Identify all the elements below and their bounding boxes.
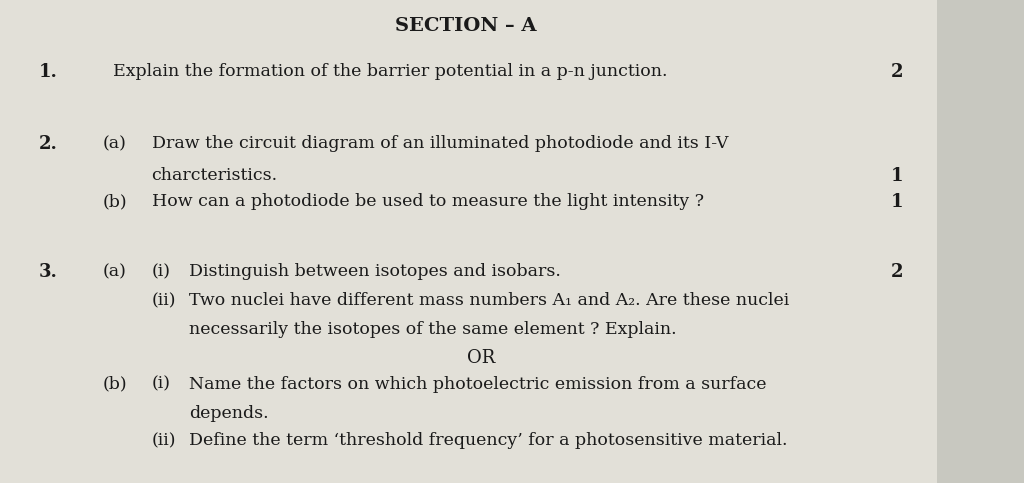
Text: (ii): (ii) xyxy=(152,432,176,449)
Text: (b): (b) xyxy=(102,376,127,393)
Text: Define the term ‘threshold frequency’ for a photosensitive material.: Define the term ‘threshold frequency’ fo… xyxy=(189,432,787,449)
Text: depends.: depends. xyxy=(189,405,269,422)
Text: SECTION – A: SECTION – A xyxy=(395,17,537,35)
Text: 3.: 3. xyxy=(39,263,57,281)
Text: (i): (i) xyxy=(152,376,171,393)
Text: 2: 2 xyxy=(891,263,903,281)
Text: (i): (i) xyxy=(152,263,171,280)
Text: necessarily the isotopes of the same element ? Explain.: necessarily the isotopes of the same ele… xyxy=(189,321,677,338)
Text: 1: 1 xyxy=(891,193,903,211)
Text: (a): (a) xyxy=(102,135,126,152)
Text: Draw the circuit diagram of an illuminated photodiode and its I-V: Draw the circuit diagram of an illuminat… xyxy=(152,135,728,152)
Text: (a): (a) xyxy=(102,263,126,280)
Text: Two nuclei have different mass numbers A₁ and A₂. Are these nuclei: Two nuclei have different mass numbers A… xyxy=(189,292,790,309)
Text: OR: OR xyxy=(467,349,496,367)
Text: 2.: 2. xyxy=(39,135,57,153)
Text: 1.: 1. xyxy=(39,63,57,81)
Text: 2: 2 xyxy=(891,63,903,81)
Text: Explain the formation of the barrier potential in a p-n junction.: Explain the formation of the barrier pot… xyxy=(113,63,668,80)
Text: Distinguish between isotopes and isobars.: Distinguish between isotopes and isobars… xyxy=(189,263,561,280)
FancyBboxPatch shape xyxy=(0,0,937,483)
Text: (b): (b) xyxy=(102,193,127,210)
Text: How can a photodiode be used to measure the light intensity ?: How can a photodiode be used to measure … xyxy=(152,193,703,210)
Text: 1: 1 xyxy=(891,167,903,185)
Text: Name the factors on which photoelectric emission from a surface: Name the factors on which photoelectric … xyxy=(189,376,767,393)
Text: (ii): (ii) xyxy=(152,292,176,309)
Text: charcteristics.: charcteristics. xyxy=(152,167,278,184)
